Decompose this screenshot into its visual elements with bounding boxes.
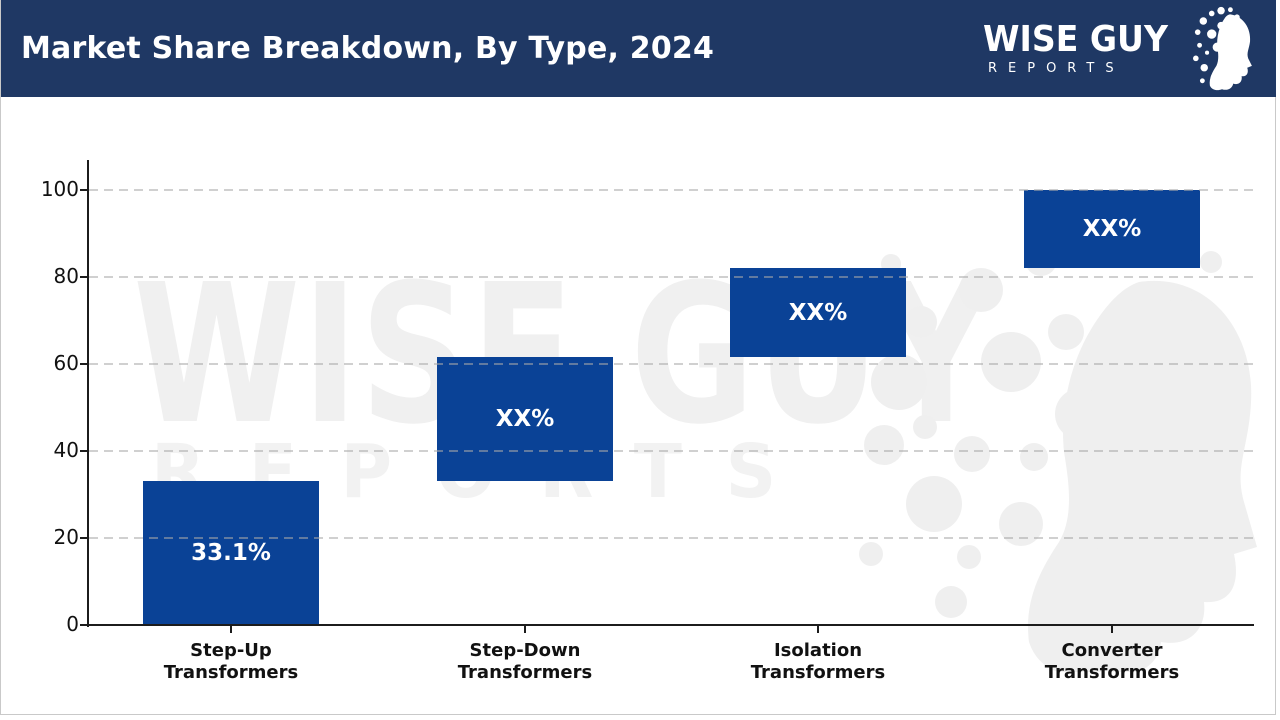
logo-name: WISE GUY [982, 18, 1168, 60]
y-axis [87, 160, 89, 627]
bar-value-label: XX% [1082, 216, 1142, 243]
y-tick-label-80: 80 [53, 264, 79, 288]
y-tick-label-40: 40 [53, 438, 79, 462]
gridline-20 [89, 537, 1254, 539]
x-label-line: Isolation [773, 640, 863, 661]
gridline-100 [89, 189, 1254, 191]
chart-area: WISE GUY REPORTS 02 [1, 97, 1276, 714]
bar-isolation-transformers: XX% [730, 268, 906, 358]
y-tick-label-0: 0 [66, 612, 79, 636]
x-label-line: Transformers [457, 661, 593, 683]
header-bar: Market Share Breakdown, By Type, 2024 WI… [1, 0, 1276, 97]
x-label-step-down-transformers: Step-Down Transformers [405, 640, 645, 684]
logo-text: WISE GUY REPORTS [982, 18, 1184, 76]
logo-head-icon [1193, 6, 1252, 90]
bar-converter-transformers: XX% [1024, 190, 1200, 269]
y-tick-0 [80, 624, 88, 626]
y-tick-40 [80, 450, 88, 452]
page-title: Market Share Breakdown, By Type, 2024 [21, 31, 715, 66]
x-label-line: Transformers [163, 661, 299, 683]
y-tick-label-20: 20 [53, 525, 79, 549]
y-tick-80 [80, 276, 88, 278]
x-tick-converter-transformers [1111, 626, 1113, 633]
x-label-step-up-transformers: Step-Up Transformers [111, 640, 351, 684]
gridline-80 [89, 276, 1254, 278]
x-tick-step-up-transformers [230, 626, 232, 633]
x-label-isolation-transformers: Isolation Transformers [698, 640, 938, 684]
x-label-converter-transformers: Converter Transformers [992, 640, 1232, 684]
gridline-60 [89, 363, 1254, 365]
x-label-line: Step-Down [469, 640, 581, 661]
logo-subtitle: REPORTS [987, 60, 1125, 76]
bar-value-label: 33.1% [191, 539, 271, 566]
x-label-line: Transformers [750, 661, 886, 683]
y-tick-label-60: 60 [53, 351, 79, 375]
bar-value-label: XX% [788, 299, 848, 326]
x-tick-isolation-transformers [817, 626, 819, 633]
bar-step-up-transformers: 33.1% [143, 481, 319, 625]
x-tick-step-down-transformers [524, 626, 526, 633]
y-tick-60 [80, 363, 88, 365]
x-label-line: Transformers [1044, 661, 1180, 683]
wiseguy-logo: WISE GUY REPORTS [983, 6, 1258, 92]
y-tick-20 [80, 537, 88, 539]
x-label-line: Step-Up [190, 640, 272, 661]
x-axis [87, 624, 1254, 626]
bar-value-label: XX% [495, 406, 555, 433]
y-tick-100 [80, 189, 88, 191]
bar-step-down-transformers: XX% [437, 357, 613, 481]
gridline-40 [89, 450, 1254, 452]
x-label-line: Converter [1061, 640, 1163, 661]
y-tick-label-100: 100 [40, 177, 79, 201]
